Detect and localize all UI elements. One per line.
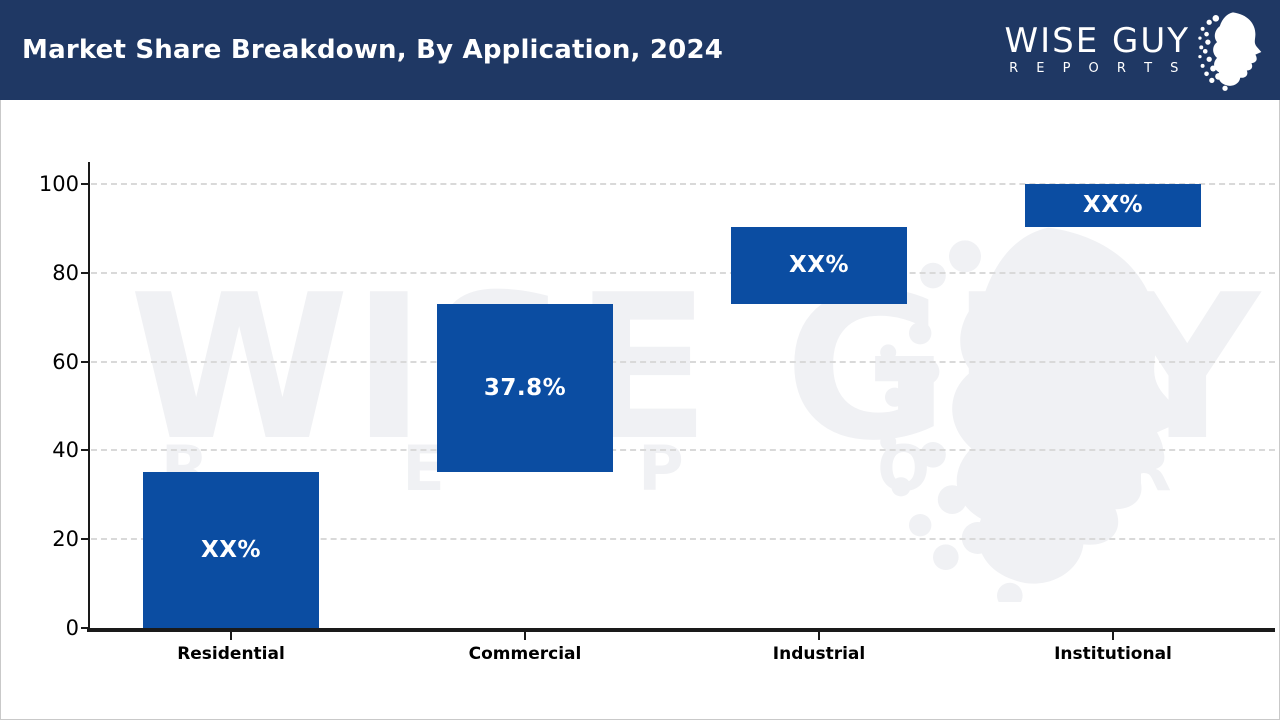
y-axis-tick (81, 449, 89, 452)
y-axis-tick (81, 360, 89, 363)
x-axis-label: Industrial (772, 644, 866, 664)
x-axis-label: Commercial (468, 644, 582, 664)
x-axis-tick (230, 632, 232, 640)
y-axis-tick (81, 538, 89, 541)
y-axis-label: 60 (52, 349, 79, 374)
watermark-face-icon (880, 227, 1186, 602)
bar-segment: 37.8% (437, 303, 613, 472)
bar-value-label: XX% (200, 536, 261, 563)
header-bar: Market Share Breakdown, By Application, … (0, 0, 1280, 100)
x-axis-tick (1112, 632, 1114, 640)
y-axis-label: 0 (65, 616, 79, 640)
bar-value-label: XX% (1082, 192, 1143, 219)
x-axis-line (87, 628, 1275, 632)
y-axis-tick (81, 627, 89, 629)
y-gridline (91, 449, 1275, 452)
x-axis-label: Institutional (1054, 644, 1172, 664)
y-gridline (91, 183, 1275, 185)
logo-subtext: R E P O R T S (1009, 60, 1186, 76)
y-axis-line (88, 161, 90, 632)
y-axis-label: 40 (52, 438, 79, 463)
x-axis-label: Residential (177, 644, 285, 664)
y-gridline (91, 271, 1275, 274)
y-axis-label: 80 (52, 260, 79, 285)
page-title: Market Share Breakdown, By Application, … (22, 35, 724, 65)
bar-segment: XX% (1025, 184, 1201, 227)
logo-face-icon (1198, 12, 1262, 91)
y-gridline (91, 360, 1275, 363)
logo-wordmark: WISE GUY (1004, 21, 1190, 62)
bar-segment: XX% (731, 226, 907, 304)
x-axis-tick (818, 632, 820, 640)
y-axis-label: 100 (38, 172, 79, 196)
bar-segment: XX% (143, 471, 319, 628)
bar-value-label: XX% (788, 252, 849, 279)
y-axis-tick (81, 183, 89, 185)
chart-canvas: WISE GUY R E P O R T S 020406080100Resid… (0, 100, 1280, 720)
y-axis-label: 20 (52, 527, 79, 552)
x-axis-tick (524, 632, 526, 640)
y-axis-tick (81, 271, 89, 274)
bar-value-label: 37.8% (483, 374, 567, 401)
y-gridline (91, 538, 1275, 541)
brand-logo: WISE GUY R E P O R T S (1004, 9, 1262, 91)
